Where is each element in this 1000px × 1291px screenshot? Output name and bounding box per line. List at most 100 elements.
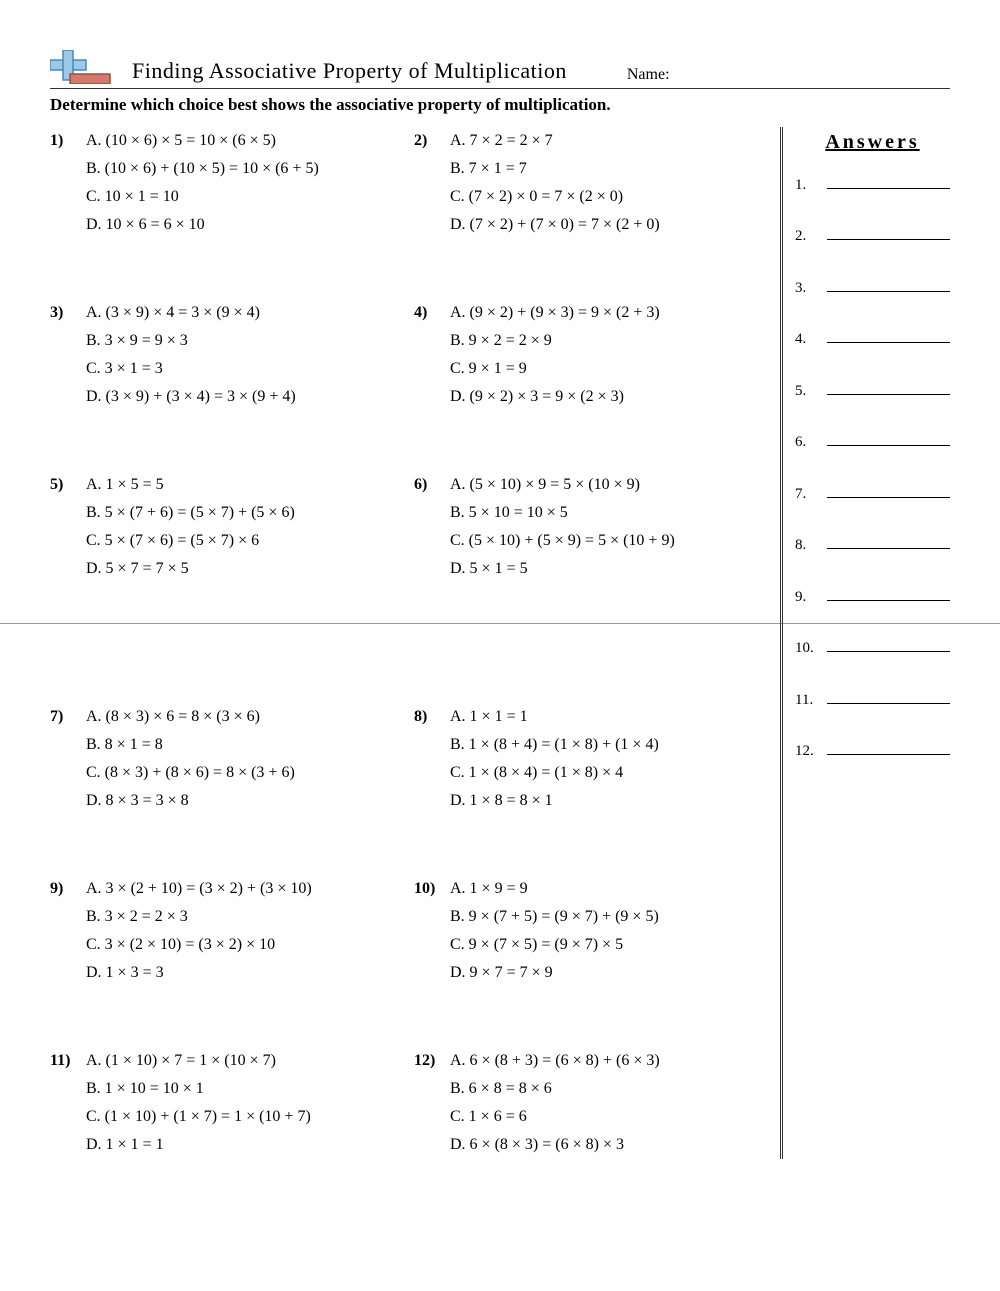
choice: D. 8 × 3 = 3 × 8 (86, 787, 295, 815)
question: 11)A. (1 × 10) × 7 = 1 × (10 × 7)B. 1 × … (50, 1047, 404, 1159)
choice: C. 10 × 1 = 10 (86, 183, 319, 211)
choice: A. 1 × 9 = 9 (450, 875, 659, 903)
question: 6)A. (5 × 10) × 9 = 5 × (10 × 9)B. 5 × 1… (414, 471, 768, 583)
choice: A. (8 × 3) × 6 = 8 × (3 × 6) (86, 703, 295, 731)
choice: C. 1 × (8 × 4) = (1 × 8) × 4 (450, 759, 659, 787)
choice: B. 7 × 1 = 7 (450, 155, 660, 183)
choice: A. (10 × 6) × 5 = 10 × (6 × 5) (86, 127, 319, 155)
choice: B. 5 × (7 + 6) = (5 × 7) + (5 × 6) (86, 499, 295, 527)
answer-number: 9. (795, 589, 817, 606)
name-label: Name: (627, 66, 670, 84)
answer-row: 1. (795, 172, 950, 194)
choices: A. (10 × 6) × 5 = 10 × (6 × 5)B. (10 × 6… (86, 127, 319, 239)
answer-row: 10. (795, 636, 950, 658)
choice: B. 3 × 9 = 9 × 3 (86, 327, 296, 355)
question-number: 7) (50, 703, 76, 815)
choices: A. (9 × 2) + (9 × 3) = 9 × (2 + 3)B. 9 ×… (450, 299, 660, 411)
choice: B. (10 × 6) + (10 × 5) = 10 × (6 + 5) (86, 155, 319, 183)
answer-blank[interactable] (827, 224, 950, 241)
choice: D. 1 × 1 = 1 (86, 1131, 311, 1159)
choices: A. 1 × 5 = 5B. 5 × (7 + 6) = (5 × 7) + (… (86, 471, 295, 583)
answer-blank[interactable] (827, 584, 950, 601)
answer-blank[interactable] (827, 172, 950, 189)
answer-row: 9. (795, 584, 950, 606)
choice: D. 5 × 7 = 7 × 5 (86, 555, 295, 583)
question: 4)A. (9 × 2) + (9 × 3) = 9 × (2 + 3)B. 9… (414, 299, 768, 411)
answer-number: 2. (795, 228, 817, 245)
answer-blank[interactable] (827, 636, 950, 653)
choices: A. 6 × (8 + 3) = (6 × 8) + (6 × 3)B. 6 ×… (450, 1047, 660, 1159)
answer-number: 5. (795, 383, 817, 400)
question: 3)A. (3 × 9) × 4 = 3 × (9 × 4)B. 3 × 9 =… (50, 299, 404, 411)
answer-blank[interactable] (827, 481, 950, 498)
choice: D. 1 × 3 = 3 (86, 959, 312, 987)
choice: D. 5 × 1 = 5 (450, 555, 675, 583)
choice: C. (8 × 3) + (8 × 6) = 8 × (3 + 6) (86, 759, 295, 787)
answer-row: 6. (795, 430, 950, 452)
choice: B. 5 × 10 = 10 × 5 (450, 499, 675, 527)
choice: A. 1 × 1 = 1 (450, 703, 659, 731)
choice: B. 9 × 2 = 2 × 9 (450, 327, 660, 355)
choice: C. 1 × 6 = 6 (450, 1103, 660, 1131)
answer-blank[interactable] (827, 430, 950, 447)
question-number: 12) (414, 1047, 440, 1159)
worksheet-page: Finding Associative Property of Multipli… (0, 0, 1000, 1209)
choice: C. 3 × (2 × 10) = (3 × 2) × 10 (86, 931, 312, 959)
choice: C. 9 × (7 × 5) = (9 × 7) × 5 (450, 931, 659, 959)
choice: D. 1 × 8 = 8 × 1 (450, 787, 659, 815)
answer-row: 12. (795, 739, 950, 761)
answer-number: 8. (795, 537, 817, 554)
choice: A. (9 × 2) + (9 × 3) = 9 × (2 + 3) (450, 299, 660, 327)
question-number: 1) (50, 127, 76, 239)
choice: A. 1 × 5 = 5 (86, 471, 295, 499)
choice: D. (3 × 9) + (3 × 4) = 3 × (9 + 4) (86, 383, 296, 411)
answer-number: 10. (795, 640, 817, 657)
answer-number: 6. (795, 434, 817, 451)
choice: C. (1 × 10) + (1 × 7) = 1 × (10 + 7) (86, 1103, 311, 1131)
answer-row: 4. (795, 327, 950, 349)
choice: D. (7 × 2) + (7 × 0) = 7 × (2 + 0) (450, 211, 660, 239)
answer-blank[interactable] (827, 378, 950, 395)
answer-row: 8. (795, 533, 950, 555)
choice: D. 6 × (8 × 3) = (6 × 8) × 3 (450, 1131, 660, 1159)
choices: A. 1 × 9 = 9B. 9 × (7 + 5) = (9 × 7) + (… (450, 875, 659, 987)
question: 12) A. 6 × (8 + 3) = (6 × 8) + (6 × 3)B. … (414, 1047, 768, 1159)
question: 5)A. 1 × 5 = 5B. 5 × (7 + 6) = (5 × 7) +… (50, 471, 404, 583)
choices: A. 3 × (2 + 10) = (3 × 2) + (3 × 10)B. 3… (86, 875, 312, 987)
question-number: 2) (414, 127, 440, 239)
choice: A. (1 × 10) × 7 = 1 × (10 × 7) (86, 1047, 311, 1075)
choice: D. 9 × 7 = 7 × 9 (450, 959, 659, 987)
choice: B. 9 × (7 + 5) = (9 × 7) + (9 × 5) (450, 903, 659, 931)
question-number: 6) (414, 471, 440, 583)
answer-blank[interactable] (827, 687, 950, 704)
question-number: 3) (50, 299, 76, 411)
body: 1)A. (10 × 6) × 5 = 10 × (6 × 5)B. (10 ×… (50, 127, 950, 1159)
choice: A. 6 × (8 + 3) = (6 × 8) + (6 × 3) (450, 1047, 660, 1075)
answer-row: 7. (795, 481, 950, 503)
answer-number: 11. (795, 692, 817, 709)
header: Finding Associative Property of Multipli… (50, 50, 950, 89)
choice: B. 8 × 1 = 8 (86, 731, 295, 759)
choices: A. (8 × 3) × 6 = 8 × (3 × 6)B. 8 × 1 = 8… (86, 703, 295, 815)
choice: A. 7 × 2 = 2 × 7 (450, 127, 660, 155)
choice: B. 1 × (8 + 4) = (1 × 8) + (1 × 4) (450, 731, 659, 759)
answer-blank[interactable] (827, 533, 950, 550)
answer-number: 4. (795, 331, 817, 348)
question-number: 11) (50, 1047, 76, 1159)
choice: C. 3 × 1 = 3 (86, 355, 296, 383)
answers-panel: Answers 1. 2. 3. 4. 5. 6. 7. 8. 9. 10. 11. 12. (780, 127, 950, 1159)
answer-blank[interactable] (827, 275, 950, 292)
question-number: 5) (50, 471, 76, 583)
questions-area: 1)A. (10 × 6) × 5 = 10 × (6 × 5)B. (10 ×… (50, 127, 780, 1159)
logo-icon (50, 50, 112, 84)
answer-number: 7. (795, 486, 817, 503)
answers-title: Answers (795, 131, 950, 154)
choice: C. 9 × 1 = 9 (450, 355, 660, 383)
answer-blank[interactable] (827, 327, 950, 344)
question-number: 4) (414, 299, 440, 411)
answer-row: 3. (795, 275, 950, 297)
answer-row: 11. (795, 687, 950, 709)
answer-blank[interactable] (827, 739, 950, 756)
choices: A. (5 × 10) × 9 = 5 × (10 × 9)B. 5 × 10 … (450, 471, 675, 583)
question: 9)A. 3 × (2 + 10) = (3 × 2) + (3 × 10)B.… (50, 875, 404, 987)
